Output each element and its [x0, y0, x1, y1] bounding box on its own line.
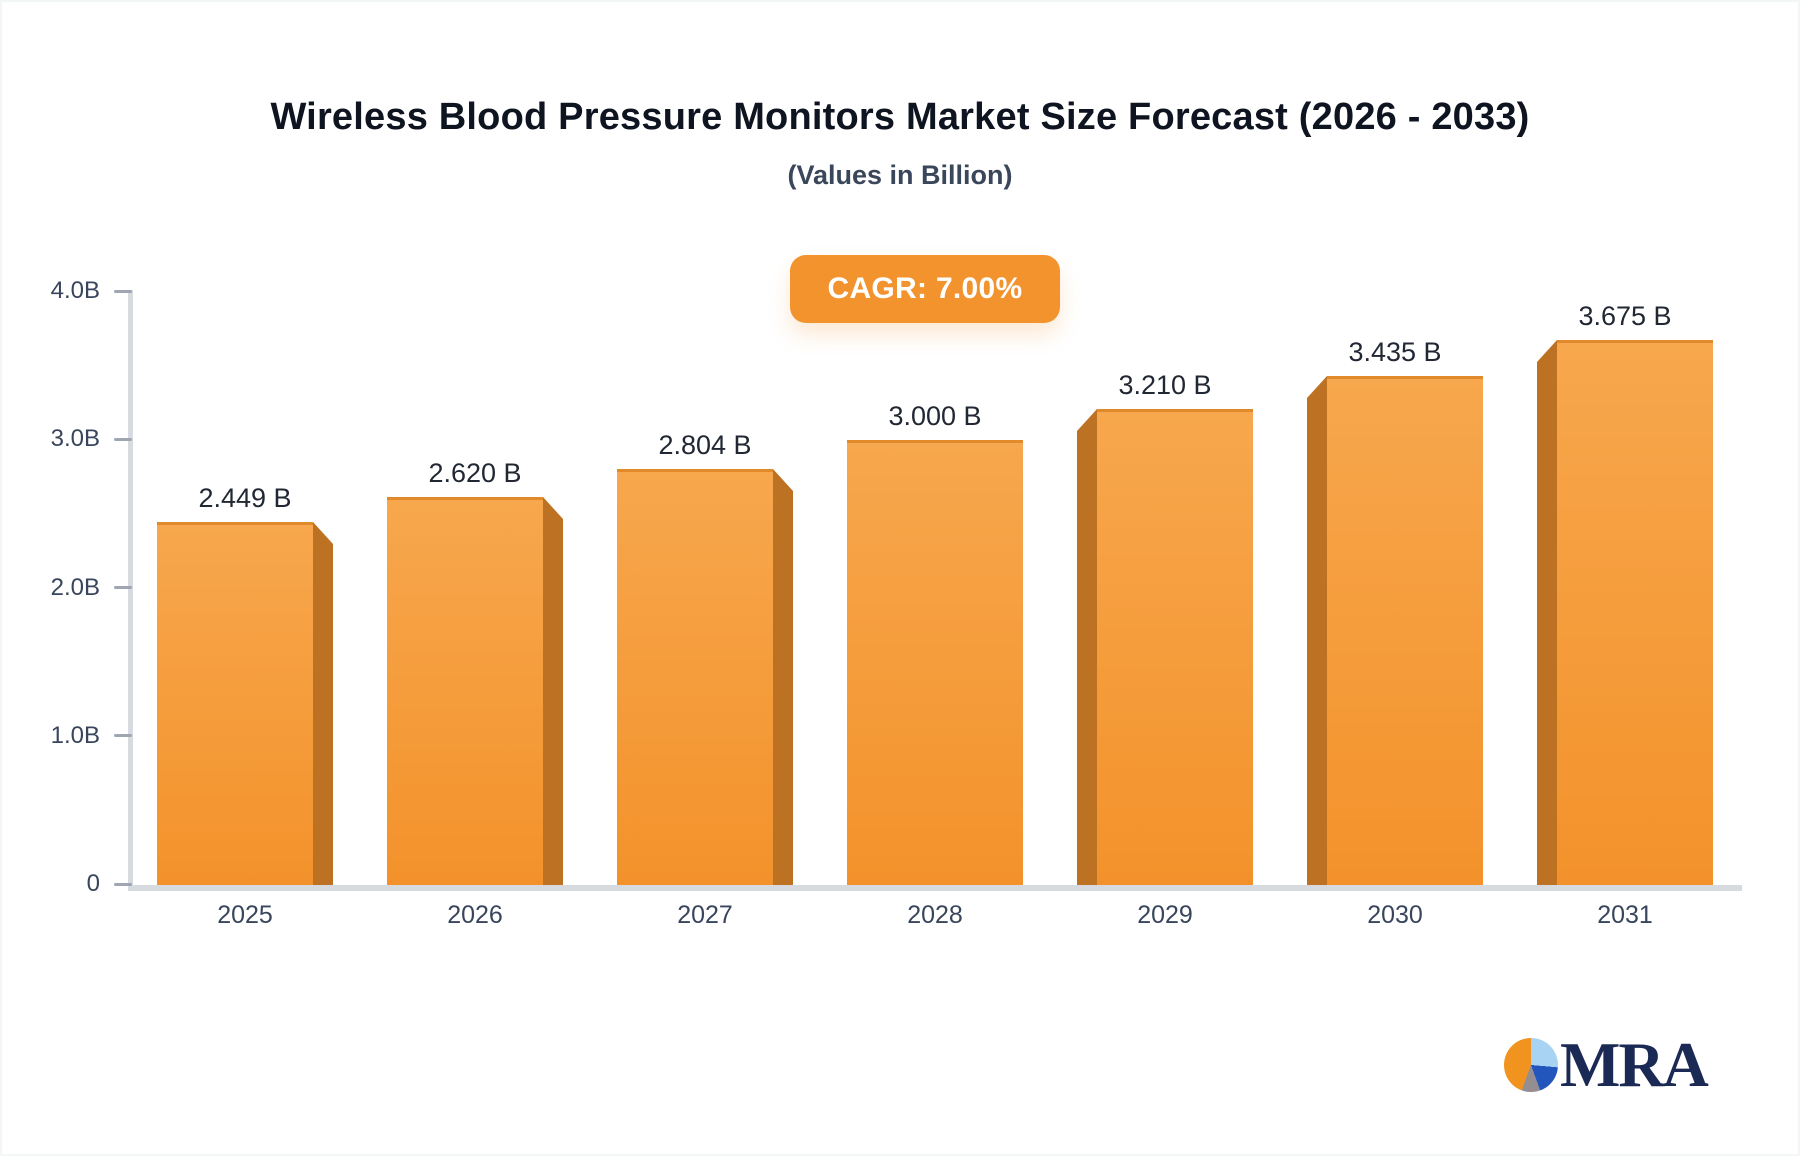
- bar-front-face: [1557, 340, 1713, 885]
- bar-front-face: [387, 497, 543, 885]
- bar-2025: 2.449 B: [157, 483, 333, 885]
- y-tick-1.0B: 1.0B: [20, 722, 132, 750]
- x-axis-label-2031: 2031: [1597, 901, 1653, 929]
- chart-title: Wireless Blood Pressure Monitors Market …: [270, 96, 1530, 138]
- bar-2028: 3.000 B: [847, 401, 1023, 885]
- bar-front-face: [1327, 376, 1483, 885]
- bar-side-face: [1307, 376, 1327, 885]
- x-axis-label-2026: 2026: [447, 901, 503, 929]
- bar-2027: 2.804 B: [617, 430, 793, 885]
- bar-side-face: [1077, 409, 1097, 885]
- bar-value-label: 3.210 B: [1118, 370, 1212, 400]
- plot-area: 2.449 B 2025 2.620 B 2026 2.804 B 2027 3.000 B…: [130, 292, 1740, 929]
- x-axis-line: [128, 885, 1742, 891]
- chart-subtitle: (Values in Billion): [787, 160, 1013, 190]
- y-tick-label: 4.0B: [50, 277, 100, 304]
- y-tick-label: 0: [86, 870, 100, 897]
- y-tick-mark: [114, 882, 132, 886]
- bar-front-face: [157, 522, 313, 885]
- bar-side-face: [543, 497, 563, 885]
- bar-2026: 2.620 B: [387, 458, 563, 885]
- bar-value-label: 2.449 B: [198, 483, 292, 513]
- bar-value-label: 3.675 B: [1578, 301, 1672, 331]
- y-tick-0: 0: [20, 870, 132, 898]
- bar-2031: 3.675 B: [1537, 301, 1713, 885]
- bar-side-face: [773, 469, 793, 885]
- y-tick-mark: [114, 586, 132, 589]
- x-axis-label-2028: 2028: [907, 901, 963, 929]
- bar-side-face: [1537, 340, 1557, 885]
- y-tick-label: 3.0B: [50, 425, 100, 453]
- logo-text: MRA: [1560, 1029, 1709, 1100]
- y-tick-4.0B: 4.0B: [20, 277, 132, 305]
- y-tick-label: 1.0B: [50, 721, 100, 749]
- bar-2030: 3.435 B: [1307, 337, 1483, 885]
- bar-value-label: 2.804 B: [658, 430, 752, 460]
- y-tick-mark: [114, 734, 132, 738]
- bar-2029: 3.210 B: [1077, 370, 1253, 885]
- y-tick-3.0B: 3.0B: [20, 425, 132, 453]
- y-tick-mark: [114, 437, 132, 441]
- bar-front-face: [847, 440, 1023, 885]
- cagr-badge-label: CAGR: 7.00%: [827, 272, 1023, 305]
- mra-logo: MRA: [1504, 1029, 1709, 1100]
- bar-front-face: [617, 469, 773, 885]
- bar-front-face: [1097, 409, 1253, 885]
- y-tick-mark: [114, 289, 132, 293]
- cagr-badge: CAGR: 7.00%: [790, 255, 1060, 323]
- bar-side-face: [313, 522, 333, 885]
- y-tick-2.0B: 2.0B: [20, 574, 132, 602]
- bar-value-label: 3.435 B: [1348, 337, 1442, 367]
- pie-chart-icon: [1504, 1038, 1558, 1092]
- x-axis-label-2029: 2029: [1137, 901, 1193, 929]
- bar-value-label: 2.620 B: [428, 458, 522, 488]
- x-axis-label-2030: 2030: [1367, 901, 1423, 929]
- y-tick-label: 2.0B: [50, 573, 100, 601]
- bar-value-label: 3.000 B: [888, 401, 982, 431]
- x-axis-label-2027: 2027: [677, 901, 733, 929]
- x-axis-label-2025: 2025: [217, 901, 273, 929]
- y-axis-line: [128, 290, 133, 888]
